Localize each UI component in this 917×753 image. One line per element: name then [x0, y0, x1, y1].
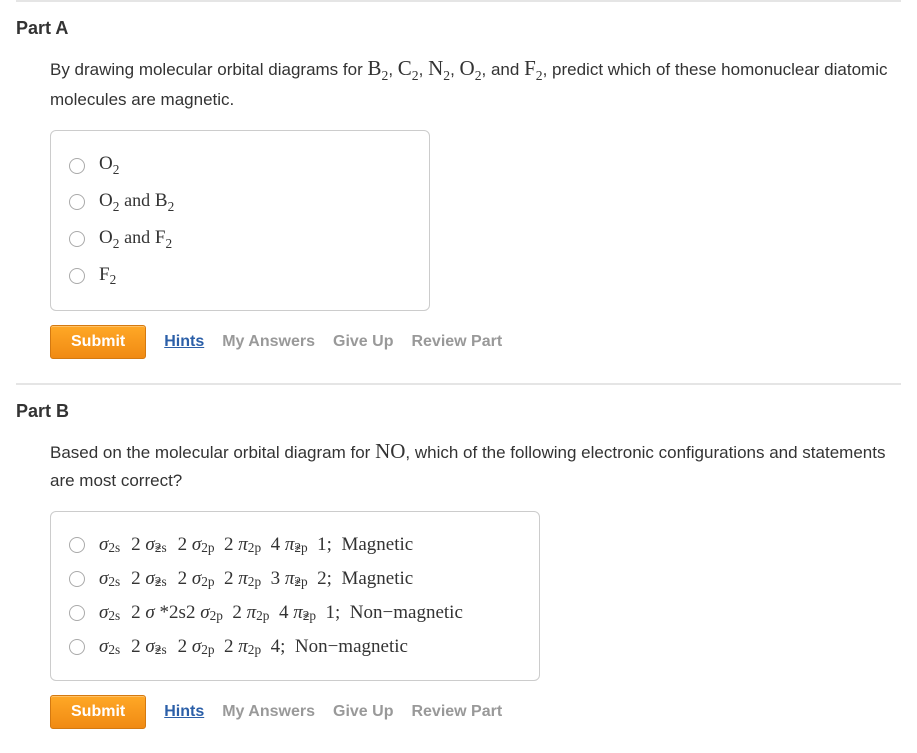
option-label: F2	[99, 264, 116, 289]
option-label: σ2s2 σ*2s2 σ2p2 π2p4; Non−magnetic	[99, 636, 408, 658]
my-answers-link[interactable]: My Answers	[222, 333, 315, 351]
option-label: O2 and B2	[99, 190, 174, 215]
give-up-link[interactable]: Give Up	[333, 703, 393, 721]
option-b3[interactable]: σ2s2 σ *2s2 σ2p2 π2p4 π*2p1; Non−magneti…	[69, 596, 521, 630]
hints-link[interactable]: Hints	[164, 703, 204, 721]
option-a3[interactable]: O2 and F2	[69, 221, 411, 258]
option-label: O2 and F2	[99, 227, 172, 252]
option-label: σ2s2 σ *2s2 σ2p2 π2p4 π*2p1; Non−magneti…	[99, 602, 463, 624]
submit-button[interactable]: Submit	[50, 695, 146, 729]
radio-icon[interactable]	[69, 537, 85, 553]
option-label: σ2s2 σ*2s2 σ2p2 π2p4 π*2p1; Magnetic	[99, 534, 413, 556]
hints-link[interactable]: Hints	[164, 333, 204, 351]
part-b-question: Based on the molecular orbital diagram f…	[50, 436, 901, 493]
part-b: Part B Based on the molecular orbital di…	[0, 385, 917, 753]
part-a-question: By drawing molecular orbital diagrams fo…	[50, 53, 901, 112]
part-b-molecule: NO	[375, 439, 405, 463]
radio-icon[interactable]	[69, 268, 85, 284]
option-label: O2	[99, 153, 119, 178]
submit-button[interactable]: Submit	[50, 325, 146, 359]
option-a1[interactable]: O2	[69, 147, 411, 184]
part-a-title: Part A	[16, 18, 901, 39]
option-b1[interactable]: σ2s2 σ*2s2 σ2p2 π2p4 π*2p1; Magnetic	[69, 528, 521, 562]
part-a: Part A By drawing molecular orbital diag…	[0, 2, 917, 383]
give-up-link[interactable]: Give Up	[333, 333, 393, 351]
my-answers-link[interactable]: My Answers	[222, 703, 315, 721]
option-b2[interactable]: σ2s2 σ*2s2 σ2p2 π2p3 π*2p2; Magnetic	[69, 562, 521, 596]
option-a2[interactable]: O2 and B2	[69, 184, 411, 221]
review-part-link[interactable]: Review Part	[411, 333, 502, 351]
part-a-molecule-list: B2, C2, N2, O2, and F2	[367, 60, 542, 79]
part-b-title: Part B	[16, 401, 901, 422]
radio-icon[interactable]	[69, 158, 85, 174]
option-label: σ2s2 σ*2s2 σ2p2 π2p3 π*2p2; Magnetic	[99, 568, 413, 590]
part-a-options-box: O2 O2 and B2 O2 and F2 F2	[50, 130, 430, 311]
review-part-link[interactable]: Review Part	[411, 703, 502, 721]
part-b-question-pre: Based on the molecular orbital diagram f…	[50, 443, 375, 462]
radio-icon[interactable]	[69, 231, 85, 247]
radio-icon[interactable]	[69, 571, 85, 587]
part-b-options-box: σ2s2 σ*2s2 σ2p2 π2p4 π*2p1; Magnetic σ2s2…	[50, 511, 540, 681]
part-a-question-pre: By drawing molecular orbital diagrams fo…	[50, 60, 367, 79]
radio-icon[interactable]	[69, 194, 85, 210]
part-a-button-row: Submit Hints My Answers Give Up Review P…	[50, 325, 901, 359]
part-b-button-row: Submit Hints My Answers Give Up Review P…	[50, 695, 901, 729]
option-a4[interactable]: F2	[69, 258, 411, 295]
radio-icon[interactable]	[69, 605, 85, 621]
option-b4[interactable]: σ2s2 σ*2s2 σ2p2 π2p4; Non−magnetic	[69, 630, 521, 664]
radio-icon[interactable]	[69, 639, 85, 655]
